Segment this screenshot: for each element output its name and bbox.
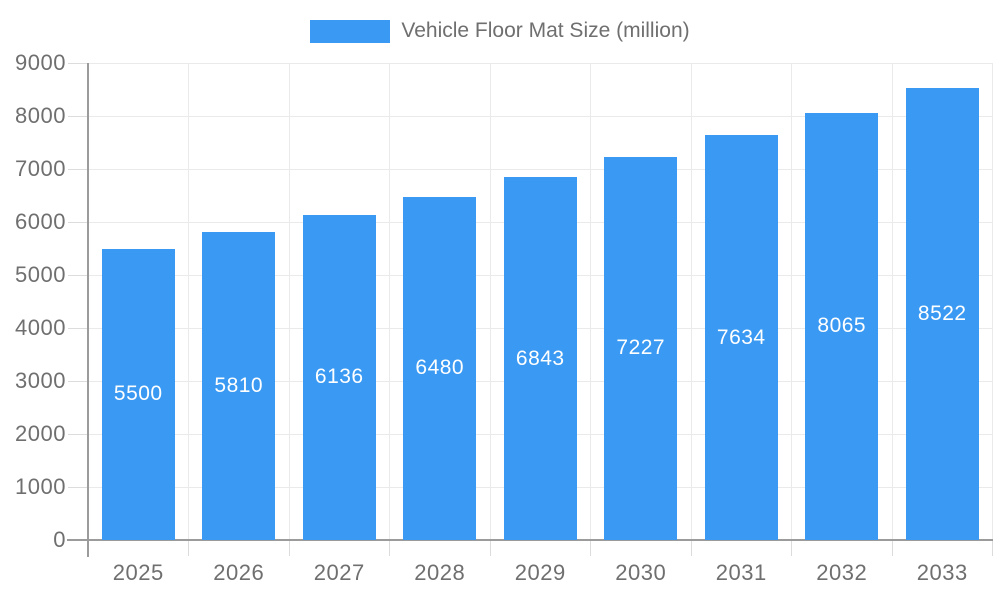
y-gridline <box>88 115 993 117</box>
x-axis-tick-mark <box>992 540 993 556</box>
x-axis-line <box>67 539 993 541</box>
bar-2025[interactable] <box>101 248 175 540</box>
x-axis-tick-label: 2025 <box>112 560 164 585</box>
x-axis-tick-label: 2028 <box>414 560 466 585</box>
y-axis-tick-mark <box>68 486 88 488</box>
bar-2026[interactable] <box>202 232 276 540</box>
x-axis-tick-label: 2032 <box>816 560 868 585</box>
bar-value-label: 8065 <box>817 314 867 338</box>
y-axis-tick-mark <box>68 433 88 435</box>
x-axis-tick-mark <box>690 540 692 556</box>
y-axis-line <box>87 63 89 557</box>
y-axis-tick-mark <box>68 62 88 64</box>
legend-swatch-icon <box>310 19 391 43</box>
bar-value-label: 5810 <box>214 374 264 398</box>
bar-value-label: 6136 <box>314 365 364 389</box>
x-gridline <box>389 63 390 540</box>
y-gridline <box>88 168 993 170</box>
y-axis-tick-label: 6000 <box>15 209 66 234</box>
x-axis-tick-mark <box>188 540 189 556</box>
x-gridline <box>288 63 290 540</box>
x-axis-tick-label: 2026 <box>213 560 265 585</box>
x-gridline <box>891 63 893 540</box>
bar-value-label: 6843 <box>515 346 565 370</box>
x-gridline <box>188 63 189 540</box>
y-axis-tick-mark <box>68 274 88 276</box>
y-axis-tick-mark <box>68 221 88 223</box>
y-axis-tick-mark <box>68 327 88 329</box>
y-axis-tick-label: 8000 <box>15 103 66 128</box>
x-axis-tick-label: 2029 <box>514 560 566 585</box>
bar-value-label: 5500 <box>113 382 163 406</box>
y-axis-tick-label: 9000 <box>15 50 66 75</box>
y-axis-tick-label: 3000 <box>15 368 66 393</box>
legend-item-vehicle-floor-mat[interactable]: Vehicle Floor Mat Size (million) <box>310 19 690 43</box>
x-gridline <box>690 63 692 540</box>
x-axis-tick-label: 2027 <box>313 560 365 585</box>
y-axis-tick-mark <box>68 115 88 117</box>
y-axis-tick-label: 0 <box>53 527 66 552</box>
y-axis-tick-label: 7000 <box>15 156 66 181</box>
bar-2032[interactable] <box>805 112 879 540</box>
x-gridline <box>590 63 591 540</box>
bar-2027[interactable] <box>302 214 376 540</box>
bar-value-label: 7227 <box>616 336 666 360</box>
x-axis-tick-label: 2030 <box>615 560 667 585</box>
legend-label: Vehicle Floor Mat Size (million) <box>401 19 690 42</box>
bar-2033[interactable] <box>905 88 979 540</box>
x-axis-tick-label: 2033 <box>916 560 968 585</box>
x-axis-tick-mark <box>288 540 290 556</box>
x-axis-tick-label: 2031 <box>715 560 767 585</box>
bar-2029[interactable] <box>503 177 577 540</box>
x-axis-tick-mark <box>489 540 491 556</box>
bar-2031[interactable] <box>704 135 778 540</box>
x-gridline <box>992 63 993 540</box>
bar-value-label: 7634 <box>716 325 766 349</box>
legend: Vehicle Floor Mat Size (million) <box>0 19 1000 43</box>
y-axis-tick-label: 4000 <box>15 315 66 340</box>
bar-value-label: 6480 <box>415 356 465 380</box>
y-gridline <box>88 62 993 64</box>
bar-value-label: 8522 <box>917 302 967 326</box>
y-axis-tick-mark <box>68 380 88 382</box>
y-axis-tick-label: 2000 <box>15 421 66 446</box>
bar-2030[interactable] <box>604 156 678 540</box>
bar-2028[interactable] <box>403 196 477 540</box>
y-axis-tick-mark <box>68 168 88 170</box>
x-axis-tick-mark <box>791 540 792 556</box>
y-axis-tick-label: 1000 <box>15 474 66 499</box>
x-axis-tick-mark <box>590 540 591 556</box>
y-axis-tick-label: 5000 <box>15 262 66 287</box>
x-gridline <box>791 63 792 540</box>
x-axis-tick-mark <box>891 540 893 556</box>
x-gridline <box>489 63 491 540</box>
x-axis-tick-mark <box>389 540 390 556</box>
